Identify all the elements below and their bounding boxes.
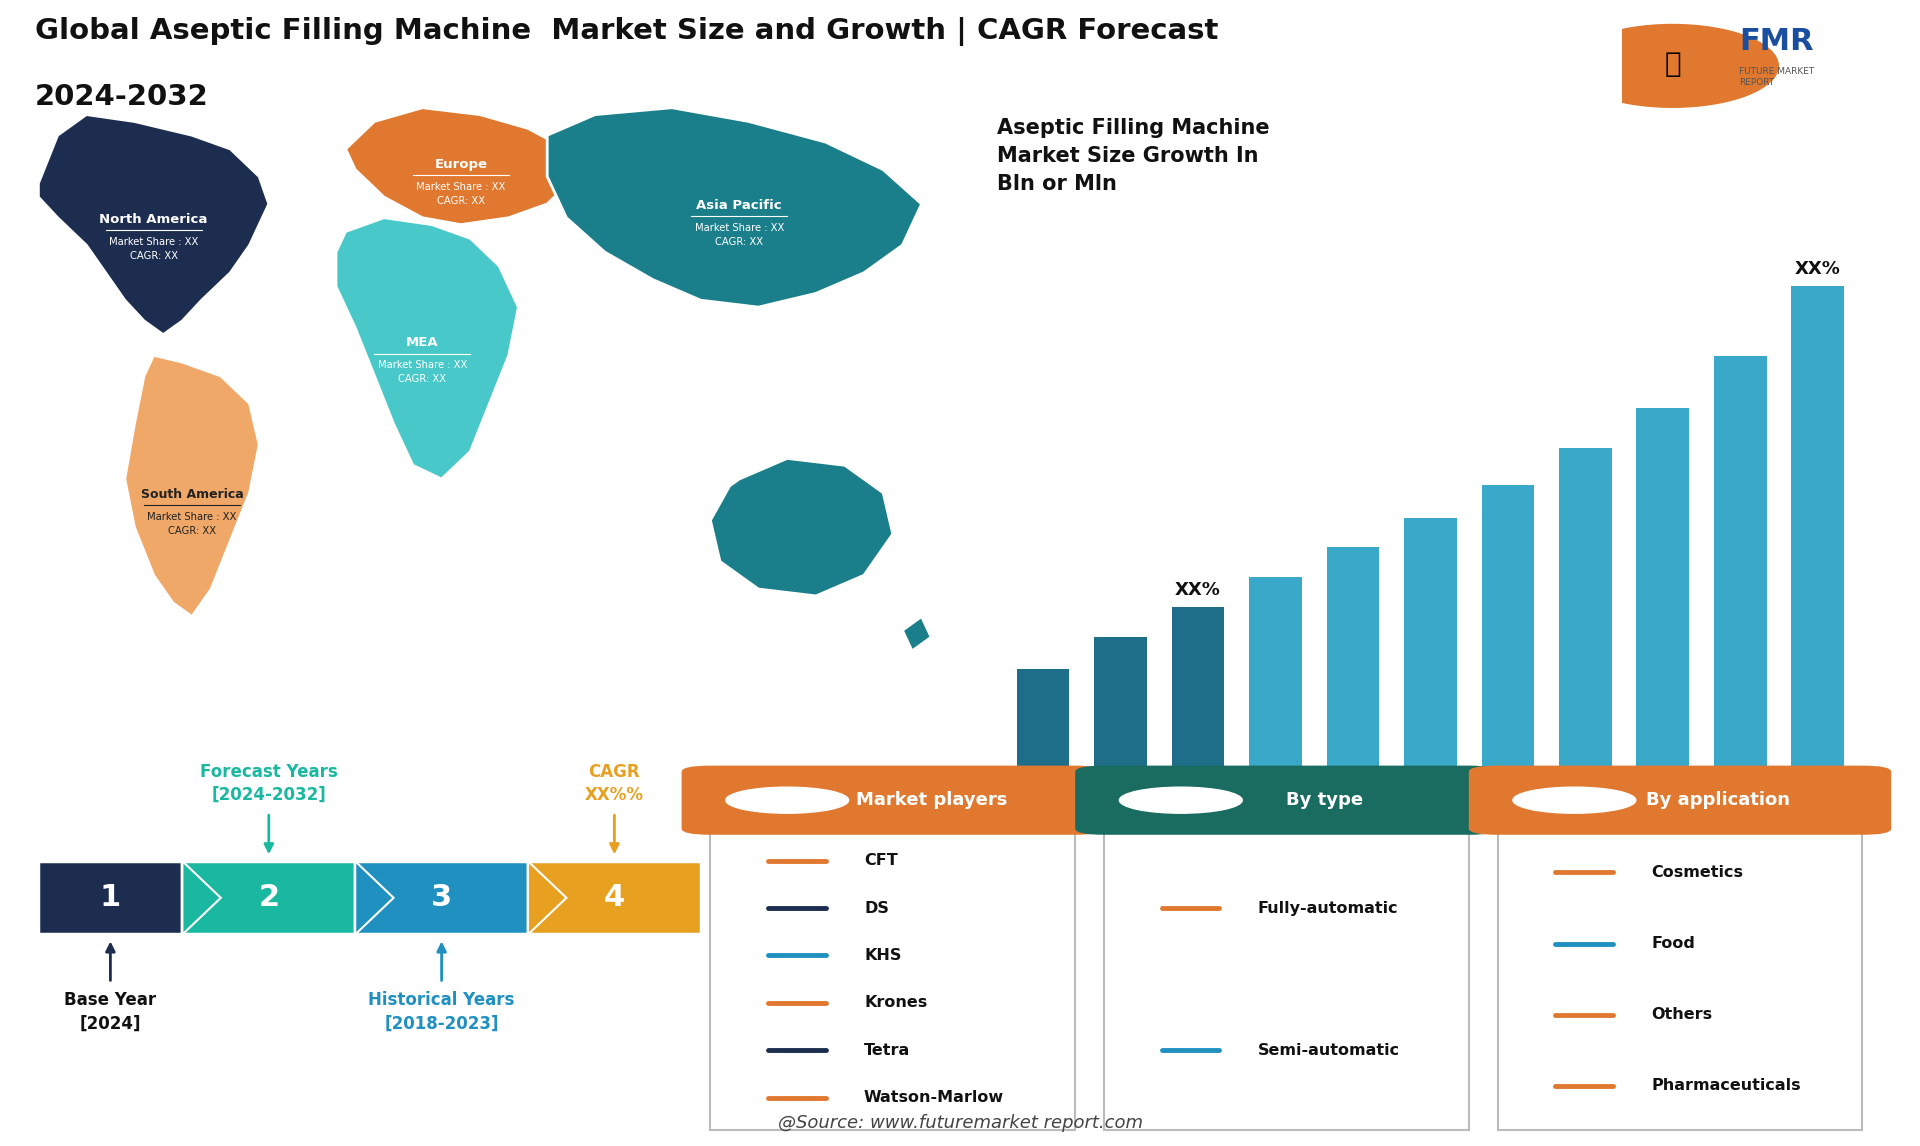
Text: Global Aseptic Filling Machine  Market Size and Growth | CAGR Forecast: Global Aseptic Filling Machine Market Si… xyxy=(35,17,1217,46)
Text: Asia Pacific: Asia Pacific xyxy=(697,199,781,212)
Circle shape xyxy=(726,787,849,814)
Polygon shape xyxy=(38,115,269,335)
Text: Pharmaceuticals: Pharmaceuticals xyxy=(1651,1078,1801,1093)
Text: Market Share : XX
CAGR: XX: Market Share : XX CAGR: XX xyxy=(378,361,467,384)
Bar xyxy=(1715,355,1766,768)
Text: By application: By application xyxy=(1645,791,1789,809)
Polygon shape xyxy=(902,617,931,651)
Polygon shape xyxy=(346,108,576,225)
Text: MEA: MEA xyxy=(407,337,438,350)
Bar xyxy=(1094,637,1146,768)
Text: Base Year
[2024]: Base Year [2024] xyxy=(65,991,156,1033)
Text: Watson-Marlow: Watson-Marlow xyxy=(864,1090,1004,1106)
FancyBboxPatch shape xyxy=(682,766,1104,834)
Text: Forecast Years
[2024-2032]: Forecast Years [2024-2032] xyxy=(200,762,338,804)
Text: Tetra: Tetra xyxy=(864,1043,910,1058)
Bar xyxy=(1018,668,1069,768)
Text: 3: 3 xyxy=(430,884,453,912)
Polygon shape xyxy=(182,862,221,934)
Polygon shape xyxy=(710,458,893,596)
Text: Market Share : XX
CAGR: XX: Market Share : XX CAGR: XX xyxy=(695,223,783,246)
FancyBboxPatch shape xyxy=(1469,766,1891,834)
Text: Market players: Market players xyxy=(856,791,1006,809)
Text: DS: DS xyxy=(864,901,889,916)
Text: Europe: Europe xyxy=(434,158,488,171)
Text: Market Share : XX
CAGR: XX: Market Share : XX CAGR: XX xyxy=(109,237,198,260)
Text: 2: 2 xyxy=(257,884,280,912)
Text: Aseptic Filling Machine
Market Size Growth In
Bln or Mln: Aseptic Filling Machine Market Size Grow… xyxy=(996,118,1269,194)
Circle shape xyxy=(1567,24,1778,108)
Text: South America: South America xyxy=(140,488,244,501)
Text: North America: North America xyxy=(100,213,207,226)
Text: CFT: CFT xyxy=(864,853,899,868)
Polygon shape xyxy=(125,355,259,617)
Text: Food: Food xyxy=(1651,936,1695,951)
Text: 4: 4 xyxy=(603,884,626,912)
Circle shape xyxy=(1513,787,1636,814)
Text: 1: 1 xyxy=(100,884,121,912)
Text: Others: Others xyxy=(1651,1007,1713,1022)
Bar xyxy=(1250,578,1302,768)
Polygon shape xyxy=(355,862,394,934)
Polygon shape xyxy=(547,108,922,307)
FancyBboxPatch shape xyxy=(1075,766,1498,834)
Text: FMR: FMR xyxy=(1740,28,1814,56)
Text: KHS: KHS xyxy=(864,948,900,963)
Polygon shape xyxy=(336,218,518,479)
Bar xyxy=(1636,408,1690,768)
Text: Historical Years
[2018-2023]: Historical Years [2018-2023] xyxy=(369,991,515,1033)
Text: XX%: XX% xyxy=(1795,260,1841,278)
Text: Fully-automatic: Fully-automatic xyxy=(1258,901,1398,916)
Bar xyxy=(1482,485,1534,768)
FancyBboxPatch shape xyxy=(182,862,355,934)
Text: @Source: www.futuremarket report.com: @Source: www.futuremarket report.com xyxy=(778,1114,1142,1132)
Polygon shape xyxy=(528,862,566,934)
Bar xyxy=(1327,548,1379,768)
FancyBboxPatch shape xyxy=(710,821,1075,1130)
Bar xyxy=(1791,286,1843,768)
Text: Market Share : XX
CAGR: XX: Market Share : XX CAGR: XX xyxy=(148,512,236,535)
Bar xyxy=(1171,607,1225,768)
Bar xyxy=(1404,518,1457,768)
FancyBboxPatch shape xyxy=(528,862,701,934)
Text: By type: By type xyxy=(1286,791,1363,809)
Text: XX%: XX% xyxy=(1175,581,1221,599)
Text: 👤: 👤 xyxy=(1665,49,1680,78)
Text: Market Share : XX
CAGR: XX: Market Share : XX CAGR: XX xyxy=(417,182,505,205)
FancyBboxPatch shape xyxy=(355,862,528,934)
Bar xyxy=(1559,448,1611,768)
Text: Krones: Krones xyxy=(864,996,927,1011)
FancyBboxPatch shape xyxy=(1498,821,1862,1130)
Text: Semi-automatic: Semi-automatic xyxy=(1258,1043,1400,1058)
FancyBboxPatch shape xyxy=(38,862,182,934)
Text: FUTURE MARKET
REPORT: FUTURE MARKET REPORT xyxy=(1740,66,1814,87)
Text: CAGR
XX%%: CAGR XX%% xyxy=(586,762,643,804)
Text: 2024-2032: 2024-2032 xyxy=(35,83,207,110)
Text: Cosmetics: Cosmetics xyxy=(1651,865,1743,880)
Circle shape xyxy=(1119,787,1242,814)
FancyBboxPatch shape xyxy=(1104,821,1469,1130)
